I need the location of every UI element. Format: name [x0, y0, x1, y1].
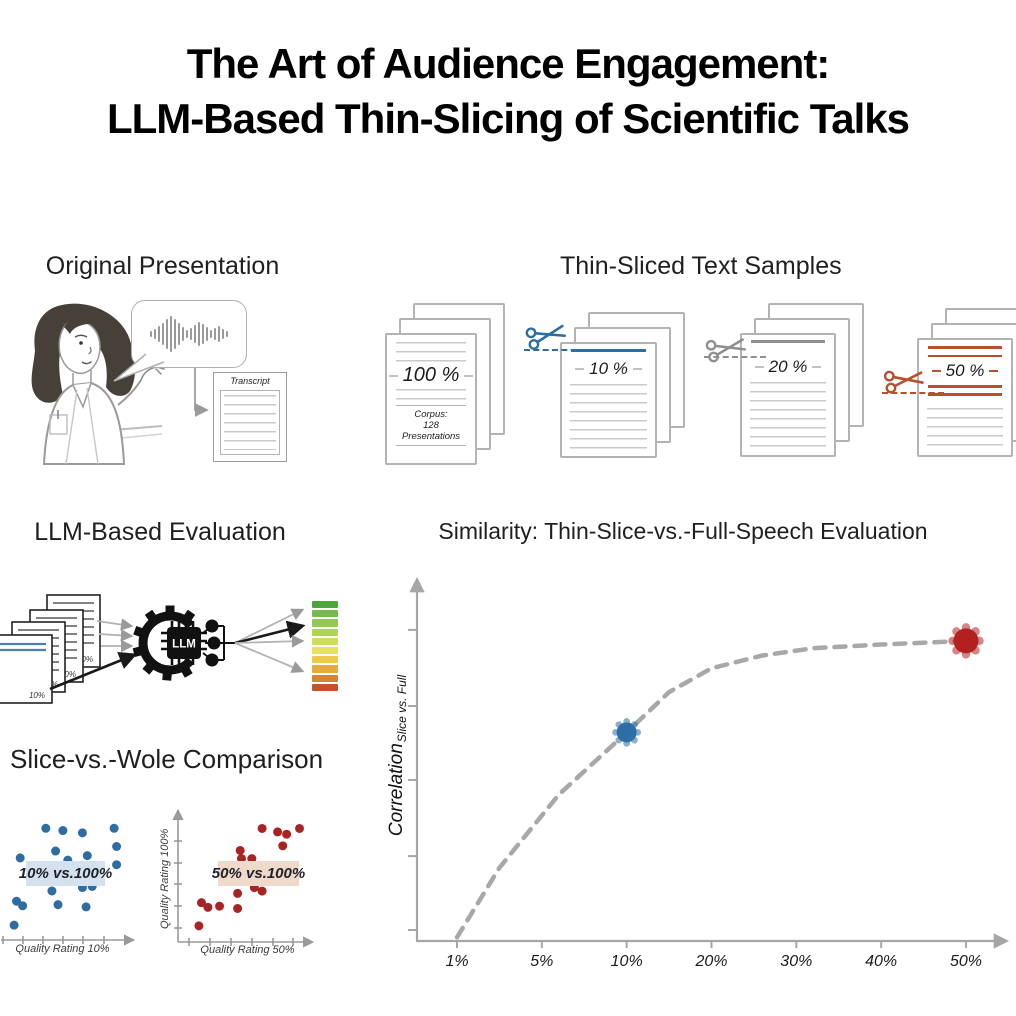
presenter-neck: [72, 370, 92, 386]
right-scatter-axes: [172, 808, 315, 948]
transcript-document: Transcript: [213, 372, 287, 462]
slice-size-label: 50 %: [945, 361, 985, 380]
coat-lapel-lines: [65, 387, 99, 465]
evaluated-pages-stack: 10%40%100%10%: [0, 594, 101, 704]
label-dash: [931, 370, 941, 372]
doc-lines: [396, 342, 466, 362]
audio-waveform-icon: [149, 316, 229, 352]
speech-bubble-tail: [113, 353, 165, 382]
presenter-face: [58, 320, 101, 375]
svg-text:40%: 40%: [60, 670, 76, 679]
presenter-brow: [74, 334, 88, 338]
presenter-eye: [79, 341, 83, 345]
cut-dash-line: [882, 392, 944, 394]
scissors-icon: [525, 324, 567, 350]
input-arrows: [49, 618, 138, 691]
similarity-chart: 1% 5% 10% 20% 30% 40% 50%: [408, 576, 1010, 970]
rating-colorbar: [312, 601, 338, 692]
cut-dash-line: [704, 356, 766, 358]
transcript-title: Transcript: [230, 376, 270, 386]
svg-text:30%: 30%: [780, 953, 812, 970]
slice-data-points: [612, 623, 984, 747]
correlation-trend-curve: [454, 638, 969, 940]
presenter-mouth: [81, 360, 92, 365]
transcript-lines: [224, 395, 276, 450]
left-scatter-tag: 10% vs.100%: [19, 861, 112, 886]
slice-line: [928, 385, 1002, 388]
corpus-note-line3: Presentations: [401, 431, 461, 442]
corpus-note-line1: Corpus:: [414, 409, 448, 420]
doc-label-row: 50 %: [927, 361, 1003, 381]
title-line-2: LLM-Based Thin-Slicing of Scientific Tal…: [107, 95, 910, 142]
svg-text:20%: 20%: [694, 953, 727, 970]
transcript-body: [220, 390, 280, 455]
doc-label-row: 20 %: [750, 357, 826, 377]
svg-text:40%: 40%: [865, 953, 897, 970]
comparison-scatter-plots: [1, 808, 315, 948]
slice-cut-solid-line: [571, 349, 646, 352]
doc-lines: [396, 389, 466, 403]
svg-text:10%: 10%: [29, 691, 45, 700]
title-line-1: The Art of Audience Engagement:: [186, 40, 831, 87]
presenter-hair-front: [64, 317, 96, 334]
scissors-icon: [883, 370, 924, 394]
scissors-icon: [705, 338, 746, 363]
presenter-arm: [117, 379, 142, 406]
llm-chip: LLM: [161, 621, 207, 665]
presenter-illustration: [31, 303, 166, 465]
doc-lines: [927, 408, 1003, 451]
scatter-50-vs-100-points: [194, 823, 305, 931]
slice-line: [928, 354, 1002, 357]
doc-label-row: 10 %: [570, 359, 647, 379]
doc-lines: [570, 383, 647, 451]
doc-stack-50-front: 50 %: [917, 338, 1013, 457]
comparison-heading: Slice-vs.-Wole Comparison: [10, 744, 324, 774]
doc-label-row: 100 %: [388, 364, 474, 387]
label-dash: [754, 365, 764, 368]
left-scatter-xlabel: Quality Rating 10%: [15, 943, 110, 955]
similarity-chart-title: Similarity: Thin-Slice-vs.-Full-Speech E…: [438, 518, 928, 544]
svg-text:1%: 1%: [445, 953, 468, 970]
label-dash: [464, 374, 474, 377]
svg-text:10%: 10%: [611, 953, 643, 970]
axis-ticks: 1% 5% 10% 20% 30% 40% 50%: [408, 628, 982, 970]
thin-sliced-samples-heading: Thin-Sliced Text Samples: [560, 252, 842, 280]
llm-diagram: 10%40%100%10%: [0, 594, 306, 704]
doc-lines: [750, 381, 826, 450]
slice-size-label: 100 %: [402, 364, 460, 386]
slice-size-label: 10 %: [589, 358, 628, 378]
left-scatter-axes: [1, 934, 136, 946]
slice-size-label: 20 %: [768, 356, 808, 376]
circuit-nodes: [202, 619, 235, 667]
right-scatter-xlabel: Quality Rating 50%: [200, 944, 295, 956]
label-dash: [388, 374, 398, 377]
slice-line: [928, 346, 1002, 349]
llm-evaluation-heading: LLM-Based Evaluation: [34, 518, 286, 546]
slice-cut-solid-line: [751, 340, 825, 343]
label-dash: [812, 365, 822, 368]
label-dash: [632, 367, 642, 370]
doc-stack-100-front: 100 % Corpus: 128 Presentations: [385, 333, 477, 465]
label-dash: [575, 367, 585, 370]
transcript-arrow: [194, 368, 209, 417]
original-presentation-heading: Original Presentation: [45, 252, 280, 280]
doc-stack-20-front: 20 %: [740, 333, 836, 457]
svg-text:50%: 50%: [950, 953, 982, 970]
svg-text:5%: 5%: [530, 953, 553, 970]
doc-stack-10-front: 10 %: [560, 342, 657, 458]
gear-icon: [132, 605, 196, 681]
output-arrows: [234, 608, 306, 673]
right-scatter-ylabel: Quality Rating 100%: [159, 828, 171, 929]
figure-title: The Art of Audience Engagement: LLM-Base…: [0, 36, 1016, 146]
cut-dash-line: [524, 349, 586, 351]
corpus-note: Corpus: 128 Presentations: [396, 405, 466, 446]
right-scatter-tag: 50% vs.100%: [212, 861, 305, 886]
corpus-note-line2: 128: [423, 420, 439, 431]
slice-cut-solid-line: [928, 392, 1002, 396]
presenter-nose: [88, 346, 92, 355]
llm-chip-label: LLM: [172, 639, 196, 651]
label-dash: [989, 370, 999, 372]
svg-text:10%: 10%: [77, 655, 93, 664]
